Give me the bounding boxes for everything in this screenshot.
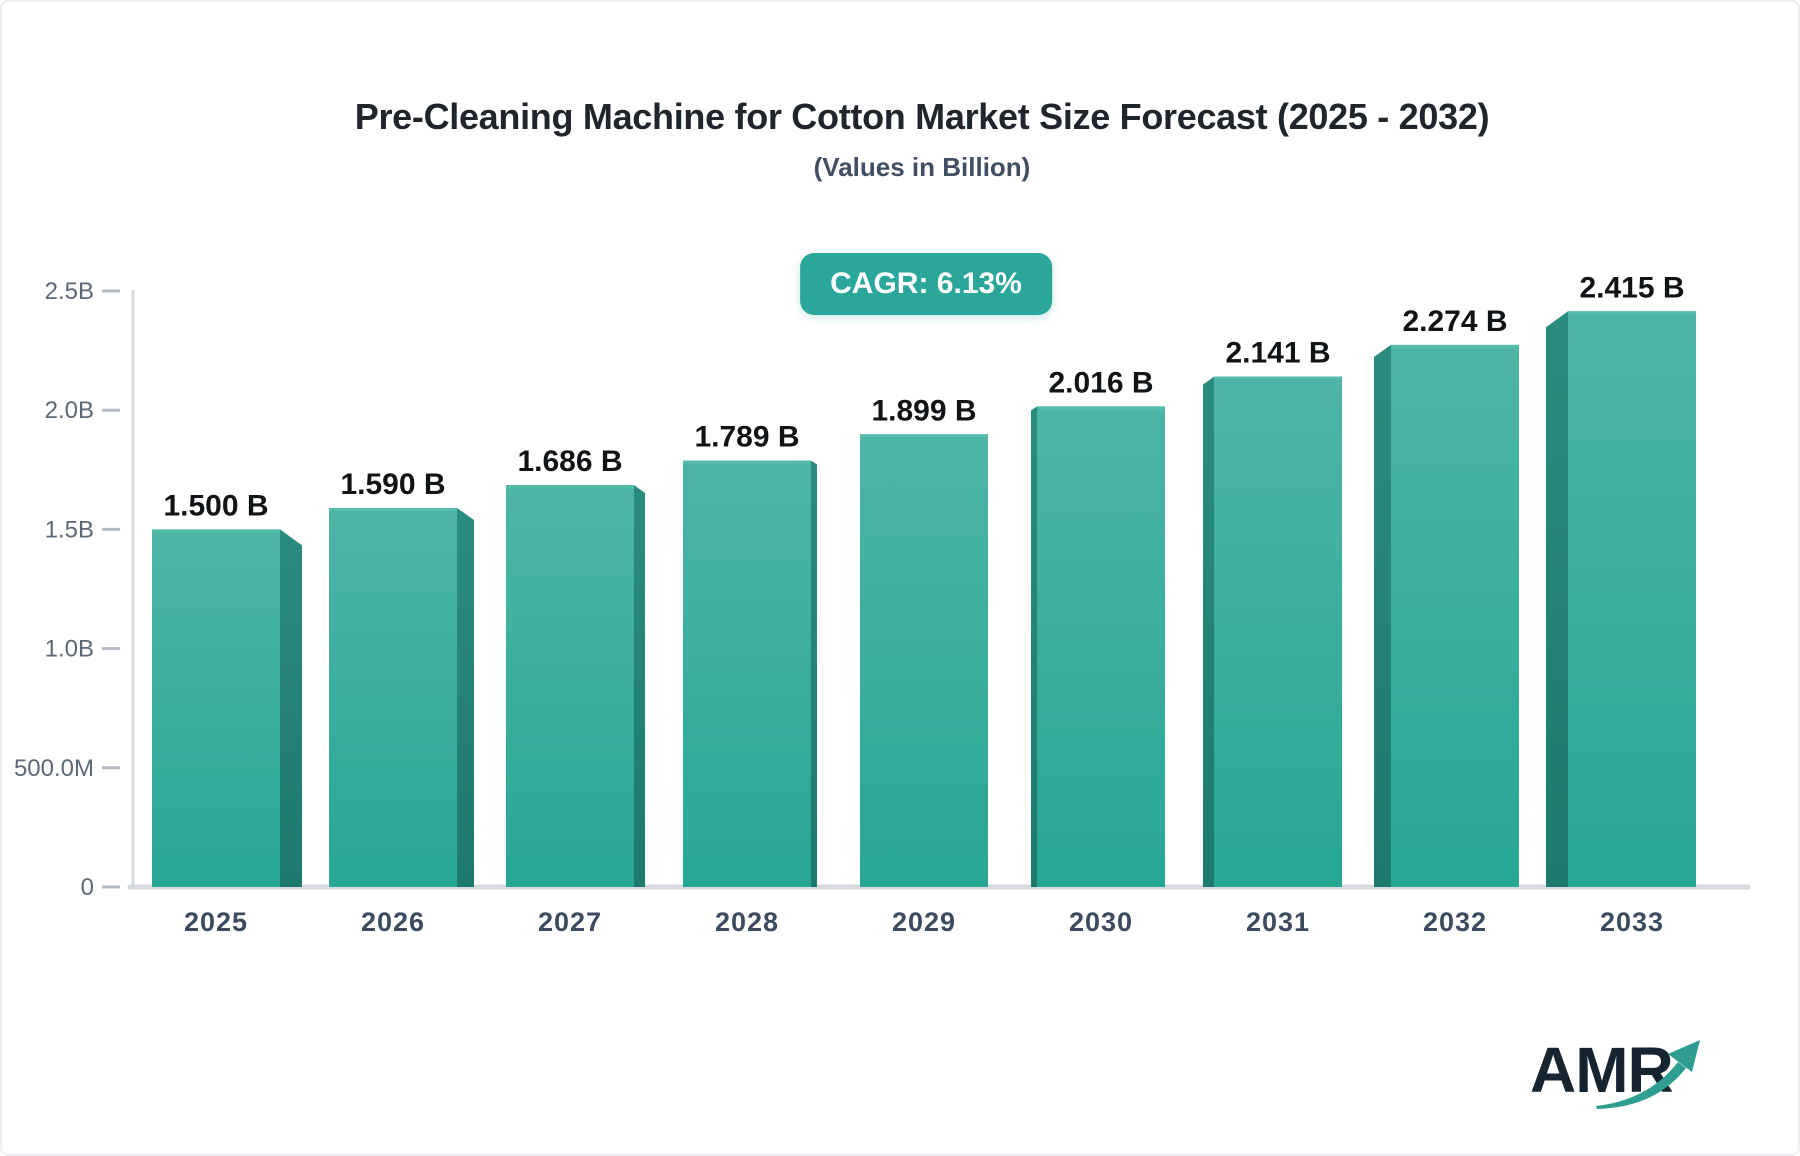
bar-side-panel <box>1374 344 1391 887</box>
amr-logo-arrowhead-icon <box>1668 1040 1700 1072</box>
bar-2030[interactable] <box>1037 406 1165 887</box>
bar-top-edge <box>152 529 280 533</box>
bar-value-label: 1.686 B <box>517 445 622 478</box>
bar-2033[interactable] <box>1568 311 1696 887</box>
bar-2029[interactable] <box>860 434 988 887</box>
amr-logo: AMR <box>1530 1034 1700 1109</box>
bar-value-label: 2.415 B <box>1579 271 1684 304</box>
bar-top-edge <box>860 434 988 438</box>
bar-2028[interactable] <box>683 460 811 887</box>
bar-value-label: 1.899 B <box>871 394 976 427</box>
bar-2025[interactable] <box>152 529 280 887</box>
bar-value-label: 2.141 B <box>1225 337 1330 370</box>
bar-top-edge <box>329 507 457 511</box>
bar-value-label: 1.590 B <box>340 468 445 501</box>
bar-2027[interactable] <box>506 485 634 887</box>
bar-value-label: 2.016 B <box>1048 366 1153 399</box>
y-axis-tick-label: 1.5B <box>45 516 94 543</box>
bar-2031[interactable] <box>1214 376 1342 887</box>
y-axis-tick-label: 2.0B <box>45 397 94 424</box>
bar-value-label: 2.274 B <box>1402 305 1507 338</box>
y-axis-tick-label: 2.5B <box>45 278 94 305</box>
bar-2026[interactable] <box>329 507 457 887</box>
bar-value-label: 1.500 B <box>163 489 268 522</box>
x-axis-label: 2026 <box>361 907 425 937</box>
x-axis-label: 2025 <box>184 907 248 937</box>
bar-top-edge <box>683 460 811 464</box>
page-subtitle: (Values in Billion) <box>813 152 1031 182</box>
y-axis-tick-label: 500.0M <box>14 755 94 782</box>
bar-side-panel <box>1031 406 1037 887</box>
x-axis-label: 2027 <box>538 907 602 937</box>
bar-side-panel <box>634 485 645 887</box>
amr-logo-arrow-icon <box>1596 1062 1686 1109</box>
x-axis-label: 2028 <box>715 907 779 937</box>
bar-value-label: 1.789 B <box>694 421 799 454</box>
bar-top-edge <box>1568 311 1696 315</box>
bar-top-edge <box>506 485 634 489</box>
x-axis-label: 2031 <box>1246 907 1310 937</box>
bar-side-panel <box>280 529 302 887</box>
bar-top-edge <box>1037 406 1165 410</box>
cagr-badge: CAGR: 6.13% <box>800 253 1052 315</box>
bar-top-edge <box>1214 376 1342 380</box>
chart-header: Pre-Cleaning Machine for Cotton Market S… <box>46 96 1798 183</box>
y-axis-tick-label: 0 <box>81 874 94 901</box>
bar-side-panel <box>457 507 474 887</box>
bar-side-panel <box>811 460 817 887</box>
x-axis-label: 2032 <box>1423 907 1487 937</box>
x-axis-label: 2033 <box>1600 907 1664 937</box>
x-axis-label: 2030 <box>1069 907 1133 937</box>
bar-side-panel <box>1546 311 1568 887</box>
y-axis-tick-label: 1.0B <box>45 636 94 663</box>
x-axis-label: 2029 <box>892 907 956 937</box>
page-title: Pre-Cleaning Machine for Cotton Market S… <box>354 96 1490 137</box>
bar-top-edge <box>1391 344 1519 348</box>
bar-2032[interactable] <box>1391 344 1519 887</box>
bar-side-panel <box>1203 376 1214 887</box>
